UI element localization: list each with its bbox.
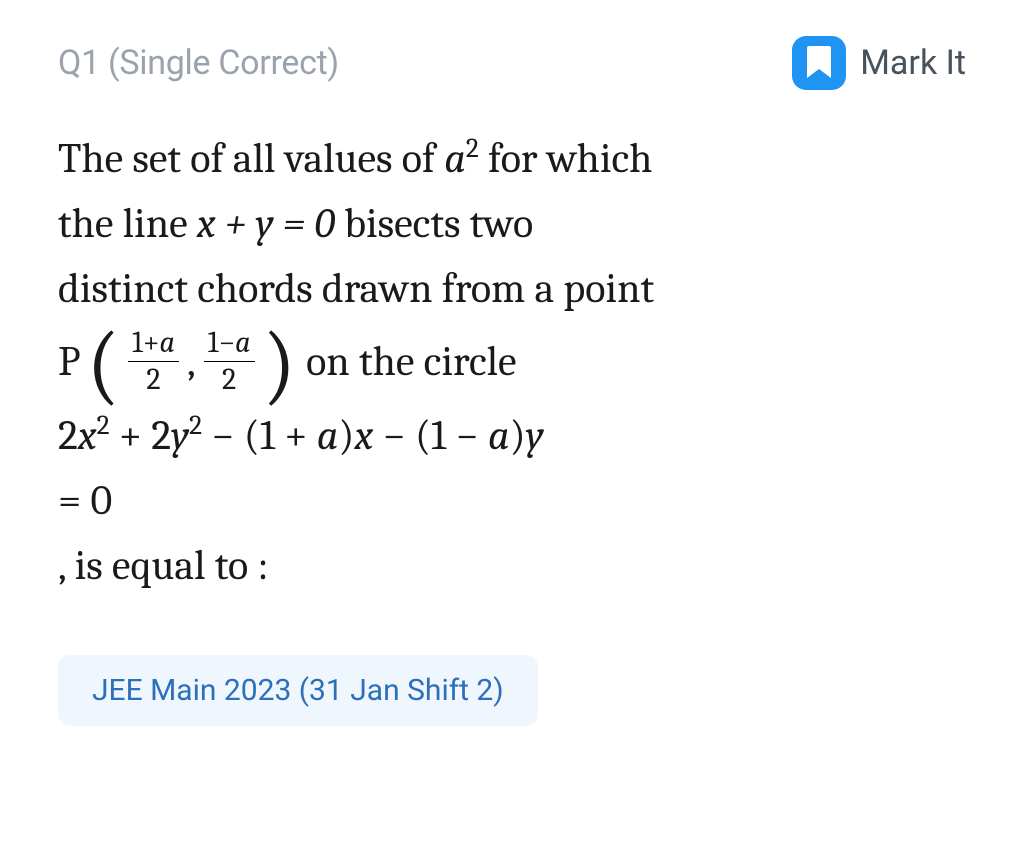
tag-row: JEE Main 2023 (31 Jan Shift 2) [58, 655, 966, 726]
fraction-1-den: 2 [142, 364, 164, 396]
bookmark-icon [792, 36, 846, 90]
exam-tag[interactable]: JEE Main 2023 (31 Jan Shift 2) [58, 655, 538, 726]
question-line-2: the line x + y = 0 bisects two [58, 191, 966, 256]
question-number-label: Q1 (Single Correct) [58, 43, 339, 83]
superscript-2: 2 [466, 132, 479, 164]
fraction-2-den: 2 [218, 364, 240, 396]
mark-it-label: Mark It [860, 43, 966, 83]
question-text: The set of all values of a2 for which th… [58, 126, 966, 599]
text-fragment: on the circle [306, 329, 516, 394]
text-fragment: bisects two [335, 199, 533, 248]
equation-xy: x + y = 0 [197, 199, 335, 248]
variable-a: a [444, 134, 466, 183]
close-paren: ) [263, 343, 297, 387]
text-fragment: The set of all values of [58, 134, 444, 183]
fraction-2-num: 1−a [204, 327, 255, 359]
text-fragment: for which [479, 134, 653, 183]
text-fragment: the line [58, 199, 197, 248]
question-tail: , is equal to : [58, 533, 966, 598]
circle-equation-line-2: = 0 [58, 468, 966, 533]
open-paren: ( [86, 343, 120, 387]
point-p-line: P ( 1+a 2 , 1−a 2 ) on the circle [58, 327, 966, 395]
comma: , [187, 329, 196, 394]
circle-equation-line-1: 2x2 + 2y2 − (1 + a)x − (1 − a)y [58, 403, 966, 468]
fraction-1-num: 1+a [128, 327, 179, 359]
question-line-3: distinct chords drawn from a point [58, 256, 966, 321]
fraction-2: 1−a 2 [204, 327, 255, 395]
question-line-1: The set of all values of a2 for which [58, 126, 966, 191]
fraction-1: 1+a 2 [128, 327, 179, 395]
point-label: P [58, 329, 80, 394]
header-row: Q1 (Single Correct) Mark It [58, 36, 966, 90]
question-card: Q1 (Single Correct) Mark It The set of a… [0, 0, 1024, 746]
mark-it-button[interactable]: Mark It [792, 36, 966, 90]
